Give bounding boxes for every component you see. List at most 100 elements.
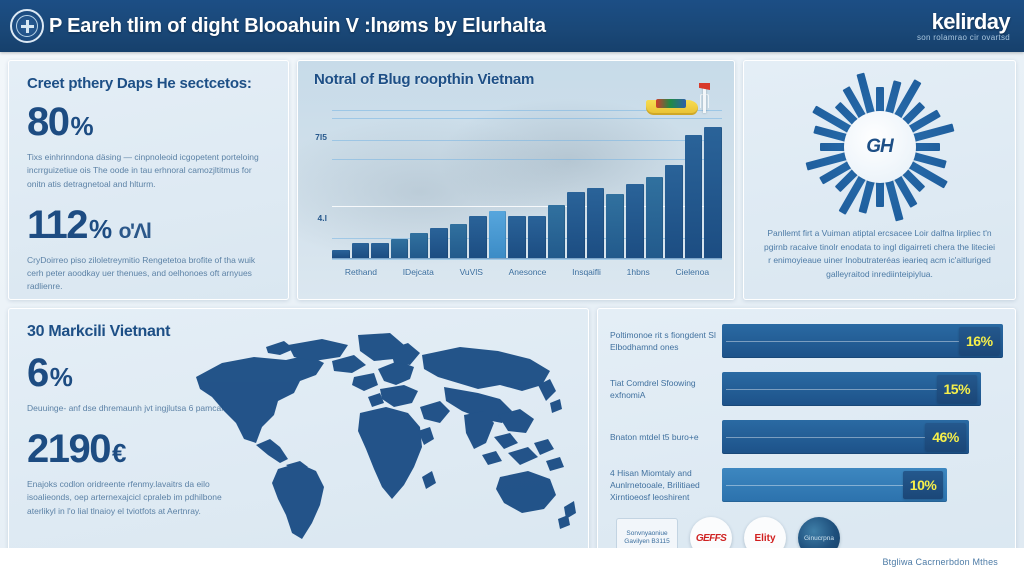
horizontal-bar-label: Tiat Comdrel Sfoowing exfnomiA — [610, 377, 696, 400]
horizontal-bar-row: Bnaton mtdel t5 buro+e 46% — [610, 415, 1003, 459]
chart-gridline: 5ɔ — [332, 237, 722, 239]
horizontal-bar-track: 10% — [722, 468, 1003, 502]
chart-x-label: Cielenoa — [675, 267, 710, 277]
horizontal-bar-row: 4 Hisan Miomtaly and Aunlrnetooale, Bril… — [610, 463, 1003, 507]
chart-bar — [606, 194, 624, 258]
chart-bar — [390, 238, 409, 258]
horizontal-bar-value: 46% — [925, 423, 966, 451]
chart-bar — [371, 243, 389, 258]
kpi-note-1: Tixs einhrinndona däsing — cinpnoleoid i… — [27, 152, 259, 189]
horizontal-bar-label: Poltimonoe rit s fiongdent Sl Elbodhamnd… — [610, 329, 716, 352]
kpi-panel: Creet pthery Daps He sectcetos: 80 % Tix… — [8, 60, 289, 300]
horizontal-bar-label: Bnaton mtdel t5 buro+e — [610, 431, 699, 442]
horizontal-bar-list: Poltimonoe rit s fiongdent Sl Elbodhamnd… — [610, 319, 1003, 507]
map-panel-heading: 30 Markcili Vietnant — [27, 323, 171, 340]
kpi-note-2: CryDoirreo piso ziloletreymitio Rengetet… — [27, 254, 256, 292]
footer-text: Btgliwa Cacrnerbdon Mthes — [882, 557, 998, 567]
kpi-panel-heading: Creet pthery Daps He sectcetos: — [27, 75, 252, 92]
cargo-vessel-icon — [646, 83, 712, 117]
kpi-stat-2: 112 % o'Ʌl — [27, 205, 270, 245]
map-note-1: Deuuinge- anf dse dhremaunh jvt ingjluts… — [27, 403, 224, 413]
kpi-stat-1-unit: % — [70, 111, 94, 142]
chart-bar — [625, 183, 644, 258]
brand-tagline: son rolamrao cir ovartsd — [916, 32, 1010, 42]
horizontal-bar-value: 15% — [936, 375, 978, 403]
map-kpi-group: 30 Markcili Vietnant 6 % Deuuinge- anf d… — [27, 323, 227, 518]
horizontal-bars-panel: Poltimonoe rit s fiongdent Sl Elbodhamnd… — [597, 308, 1016, 570]
map-stat-2-value: 2190 — [27, 427, 111, 472]
chart-x-label: Rethand — [344, 267, 377, 277]
map-stat-1-unit: % — [49, 362, 73, 392]
horizontal-bar-label: 4 Hisan Miomtaly and Aunlrnetooale, Bril… — [610, 467, 700, 503]
chart-y-tick-label: 7l5 — [315, 132, 327, 143]
chart-bar — [665, 164, 683, 258]
chart-y-tick-label: 4.l — [317, 213, 327, 224]
vessel-containers — [656, 99, 686, 108]
chart-gridline: 15 — [332, 205, 722, 208]
chart-gridline — [332, 109, 722, 111]
chart-bar — [645, 177, 664, 258]
chart-bar — [410, 232, 428, 258]
government-seal-icon — [10, 9, 44, 43]
horizontal-bar-row: Poltimonoe rit s fiongdent Sl Elbodhamnd… — [610, 319, 1003, 363]
brand-name: kelirday — [931, 8, 1011, 34]
map-stat-1: 6 % — [27, 353, 227, 393]
horizontal-bar-value: 16% — [959, 327, 1000, 355]
kpi-stat-1: 80 % — [27, 102, 270, 142]
chart-gridline: 7l5 — [315, 118, 722, 142]
chart-gridline: 0 — [332, 259, 722, 260]
map-stat-2: 2190 € — [27, 429, 227, 469]
chart-bar — [547, 205, 566, 258]
chart-x-label: Insqaifli — [572, 267, 601, 277]
chart-title: Notral of Blug roopthin Vietnam — [314, 71, 535, 88]
page-footer: Btgliwa Cacrnerbdon Mthes — [0, 548, 1024, 576]
horizontal-bar-track: 15% — [722, 372, 1003, 406]
bar-chart-panel: Notral of Blug roopthin Vietnam 0 5ɔ 15 4.l… — [297, 60, 735, 300]
world-map-panel: 30 Markcili Vietnant 6 % Deuuinge- anf d… — [8, 308, 589, 570]
burst-panel: GH Panllemt firt a Vuiman atiptal ercsac… — [743, 60, 1016, 300]
burst-hub-label: GH — [866, 136, 893, 157]
chart-gridline — [332, 139, 722, 141]
chart-bar — [429, 228, 448, 258]
kpi-stat-1-value: 80 — [27, 100, 70, 145]
chart-x-axis — [332, 258, 722, 259]
vessel-mast — [703, 85, 706, 113]
kpi-stat-2-value: 112 — [27, 202, 89, 247]
chart-plot-area: 0 5ɔ 15 4.l 7l5 — [315, 99, 722, 260]
chart-bar — [527, 215, 546, 258]
map-stat-2-unit: € — [111, 438, 126, 469]
kpi-stat-2-unit: % — [89, 213, 112, 244]
horizontal-bar-track: 46% — [722, 420, 1003, 454]
horizontal-bar-value: 10% — [902, 471, 944, 499]
chart-bars — [332, 99, 722, 258]
chart-bar — [704, 126, 722, 258]
chart-bar — [332, 249, 350, 258]
horizontal-bar-track: 16% — [722, 324, 1003, 358]
page-header: P Eareh tlim of dight Blooahuin V :lnøms… — [0, 0, 1024, 52]
vessel-flag-icon — [699, 83, 710, 90]
brand-logo: kelirday son rolamrao cir ovartsd — [916, 8, 1011, 42]
chart-bar — [684, 135, 703, 258]
chart-bar — [567, 192, 585, 258]
burst-note: Panllemt firt a Vuiman atiptal ercsacee … — [763, 228, 996, 279]
chart-bar — [508, 215, 526, 258]
chart-x-label: IDejcata — [402, 267, 434, 277]
chart-x-labels: Rethand IDejcata VuVlS Anesonce Insqaifli 1hb… — [332, 267, 722, 277]
chart-bar — [449, 224, 468, 258]
chart-bar — [488, 211, 507, 258]
chart-bar — [351, 243, 370, 258]
radial-burst-icon: GH — [795, 72, 965, 222]
chart-bar — [586, 188, 605, 258]
horizontal-bar-row: Tiat Comdrel Sfoowing exfnomiA 15% — [610, 367, 1003, 411]
chart-bar — [469, 215, 487, 258]
burst-hub: GH — [843, 111, 916, 183]
horizontal-bar-fill — [722, 324, 1003, 358]
world-map-icon — [182, 327, 582, 552]
chart-x-label: Anesonce — [508, 267, 547, 277]
chart-x-label: 1hbns — [626, 267, 650, 277]
map-note-2: Enajoks codlon oridreente rfenmy.lavaitr… — [27, 479, 222, 516]
map-stat-1-value: 6 — [27, 351, 49, 395]
kpi-stat-2-suffix: o'Ʌl — [118, 219, 152, 243]
page-title: P Eareh tlim of dight Blooahuin V :lnøms… — [49, 14, 546, 37]
